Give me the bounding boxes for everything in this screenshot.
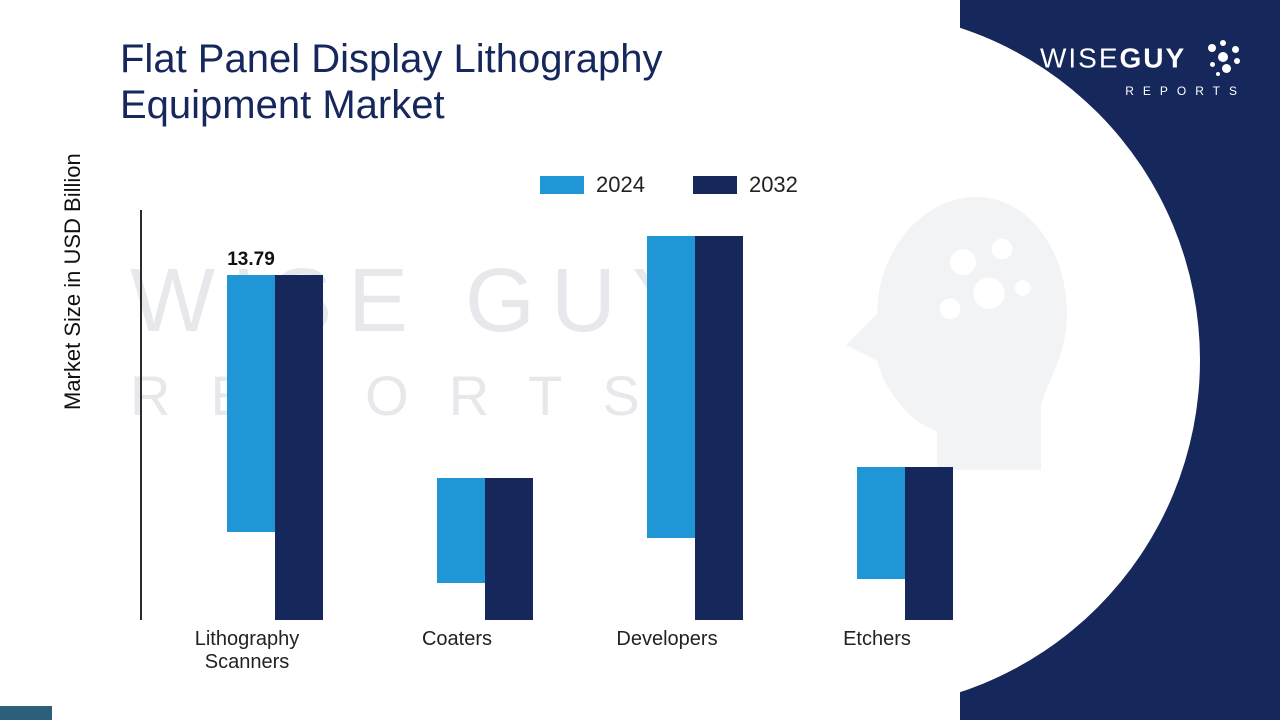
bar-group xyxy=(830,467,980,620)
brand-line1: WISEGUY xyxy=(1040,38,1246,82)
bar-2032 xyxy=(275,275,323,620)
bar-group xyxy=(620,236,770,620)
x-axis-label: Coaters xyxy=(372,628,542,651)
legend: 2024 2032 xyxy=(540,172,798,198)
bar-2024: 13.79 xyxy=(227,275,275,532)
x-axis-label: Etchers xyxy=(792,628,962,651)
chart-area: 13.79 xyxy=(110,210,950,620)
bar-2024 xyxy=(647,236,695,538)
brand-wise: WISE xyxy=(1040,42,1120,73)
bar-value-label: 13.79 xyxy=(227,249,275,271)
legend-swatch-2024 xyxy=(540,176,584,194)
brand-line2: REPORTS xyxy=(1040,84,1246,98)
bar-2032 xyxy=(905,467,953,620)
x-axis-label: Developers xyxy=(582,628,752,651)
bar-2032 xyxy=(695,236,743,620)
legend-label-2024: 2024 xyxy=(596,172,645,198)
bottom-accent-bar xyxy=(0,706,52,720)
legend-label-2032: 2032 xyxy=(749,172,798,198)
bar-2024 xyxy=(437,478,485,582)
bar-group xyxy=(410,478,560,620)
bar-2032 xyxy=(485,478,533,620)
brand-guy: GUY xyxy=(1120,42,1187,73)
bar-group: 13.79 xyxy=(200,275,350,620)
x-axis-label: Lithography Scanners xyxy=(162,628,332,674)
legend-item-2024: 2024 xyxy=(540,172,645,198)
plot-area: 13.79 xyxy=(140,210,950,620)
brand-logo: WISEGUY REPORTS xyxy=(1040,38,1246,98)
chart-title: Flat Panel Display Lithography Equipment… xyxy=(120,36,760,128)
y-axis-line xyxy=(140,210,142,620)
right-brand-band xyxy=(960,0,1280,720)
legend-swatch-2032 xyxy=(693,176,737,194)
brand-head-icon xyxy=(1202,38,1246,82)
y-axis-label: Market Size in USD Billion xyxy=(60,153,86,410)
bar-2024 xyxy=(857,467,905,579)
x-axis-labels: Lithography Scanners Coaters Developers Etc… xyxy=(140,628,980,688)
legend-item-2032: 2032 xyxy=(693,172,798,198)
